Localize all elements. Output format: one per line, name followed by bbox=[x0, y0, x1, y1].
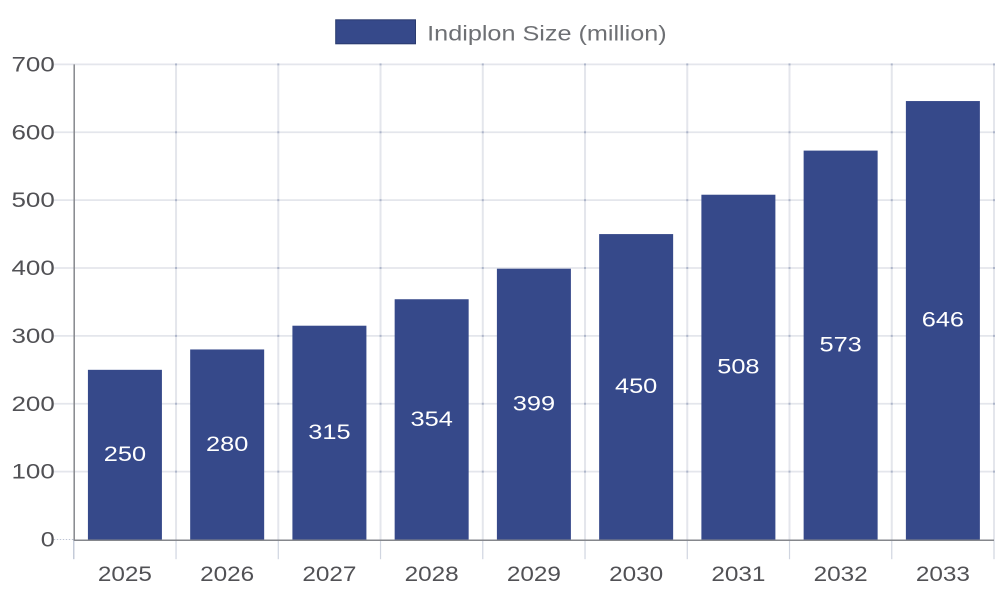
svg-text:250: 250 bbox=[104, 443, 146, 466]
svg-text:646: 646 bbox=[922, 309, 964, 332]
svg-text:2030: 2030 bbox=[609, 563, 663, 586]
svg-text:354: 354 bbox=[411, 408, 454, 431]
svg-text:Indiplon Size (million): Indiplon Size (million) bbox=[427, 23, 667, 46]
svg-text:100: 100 bbox=[12, 461, 55, 484]
svg-text:200: 200 bbox=[12, 393, 55, 416]
svg-text:500: 500 bbox=[12, 189, 55, 212]
svg-text:2032: 2032 bbox=[814, 563, 868, 586]
svg-text:2028: 2028 bbox=[405, 563, 459, 586]
svg-text:0: 0 bbox=[41, 529, 55, 552]
svg-text:508: 508 bbox=[717, 356, 759, 379]
svg-text:2025: 2025 bbox=[98, 563, 152, 586]
svg-text:399: 399 bbox=[513, 393, 555, 416]
svg-text:700: 700 bbox=[12, 53, 55, 76]
svg-text:2033: 2033 bbox=[916, 563, 970, 586]
svg-text:2029: 2029 bbox=[507, 563, 561, 586]
svg-text:2031: 2031 bbox=[711, 563, 765, 586]
svg-text:450: 450 bbox=[615, 375, 657, 398]
svg-text:2027: 2027 bbox=[302, 563, 356, 586]
svg-text:573: 573 bbox=[819, 334, 861, 357]
svg-text:280: 280 bbox=[206, 433, 248, 456]
svg-text:2026: 2026 bbox=[200, 563, 254, 586]
svg-text:400: 400 bbox=[12, 257, 55, 280]
svg-text:315: 315 bbox=[308, 421, 350, 444]
svg-text:300: 300 bbox=[12, 325, 55, 348]
svg-text:600: 600 bbox=[12, 121, 55, 144]
